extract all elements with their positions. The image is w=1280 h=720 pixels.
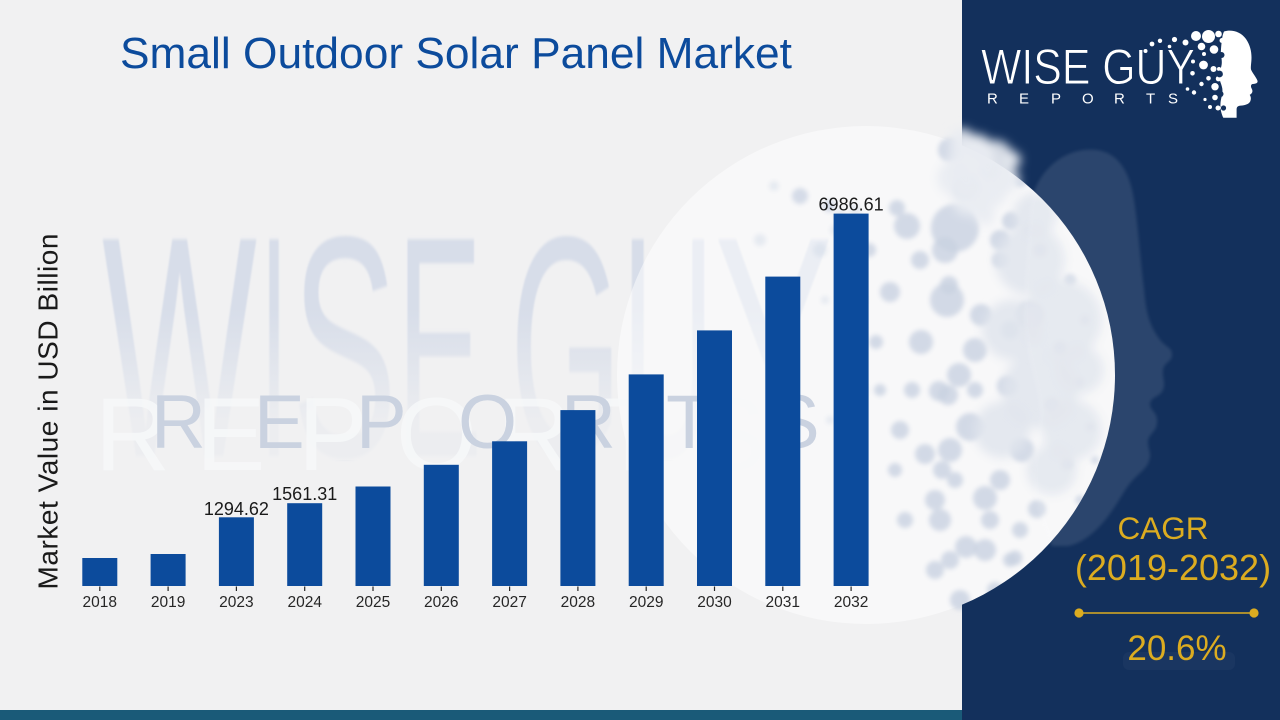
svg-text:E: E: [254, 380, 305, 465]
svg-text:O: O: [1082, 91, 1094, 108]
svg-text:1294.62: 1294.62: [204, 499, 269, 519]
svg-text:1561.31: 1561.31: [272, 484, 337, 504]
svg-text:S: S: [1168, 91, 1178, 108]
svg-text:P: P: [1051, 91, 1061, 108]
svg-text:2029: 2029: [629, 594, 663, 611]
svg-text:6986.61: 6986.61: [819, 194, 884, 214]
svg-text:Small Outdoor Solar Panel Mark: Small Outdoor Solar Panel Market: [120, 29, 792, 78]
svg-text:2028: 2028: [561, 594, 595, 611]
svg-text:CAGR: CAGR: [1117, 510, 1208, 546]
svg-text:2026: 2026: [424, 594, 458, 611]
svg-text:P: P: [356, 380, 407, 465]
svg-text:R: R: [987, 91, 998, 108]
svg-text:2024: 2024: [287, 594, 322, 611]
svg-text:E: E: [196, 377, 265, 493]
svg-text:(2019-2032): (2019-2032): [1075, 547, 1271, 588]
svg-text:2031: 2031: [766, 594, 800, 611]
svg-text:2023: 2023: [219, 594, 253, 611]
svg-text:2030: 2030: [697, 594, 732, 611]
svg-text:R: R: [151, 380, 206, 465]
svg-text:E: E: [1019, 91, 1029, 108]
svg-text:2032: 2032: [834, 594, 868, 611]
svg-text:2018: 2018: [83, 594, 117, 611]
svg-text:R: R: [95, 377, 170, 493]
svg-text:WISE GUY: WISE GUY: [981, 39, 1195, 95]
svg-text:T: T: [1146, 91, 1155, 108]
svg-text:20.6%: 20.6%: [1127, 629, 1226, 668]
svg-text:2025: 2025: [356, 594, 390, 611]
svg-text:2019: 2019: [151, 594, 185, 611]
svg-text:Market Value in USD Billion: Market Value in USD Billion: [33, 234, 64, 590]
svg-text:2027: 2027: [492, 594, 526, 611]
svg-text:R: R: [1114, 91, 1125, 108]
svg-text:P: P: [298, 377, 367, 493]
